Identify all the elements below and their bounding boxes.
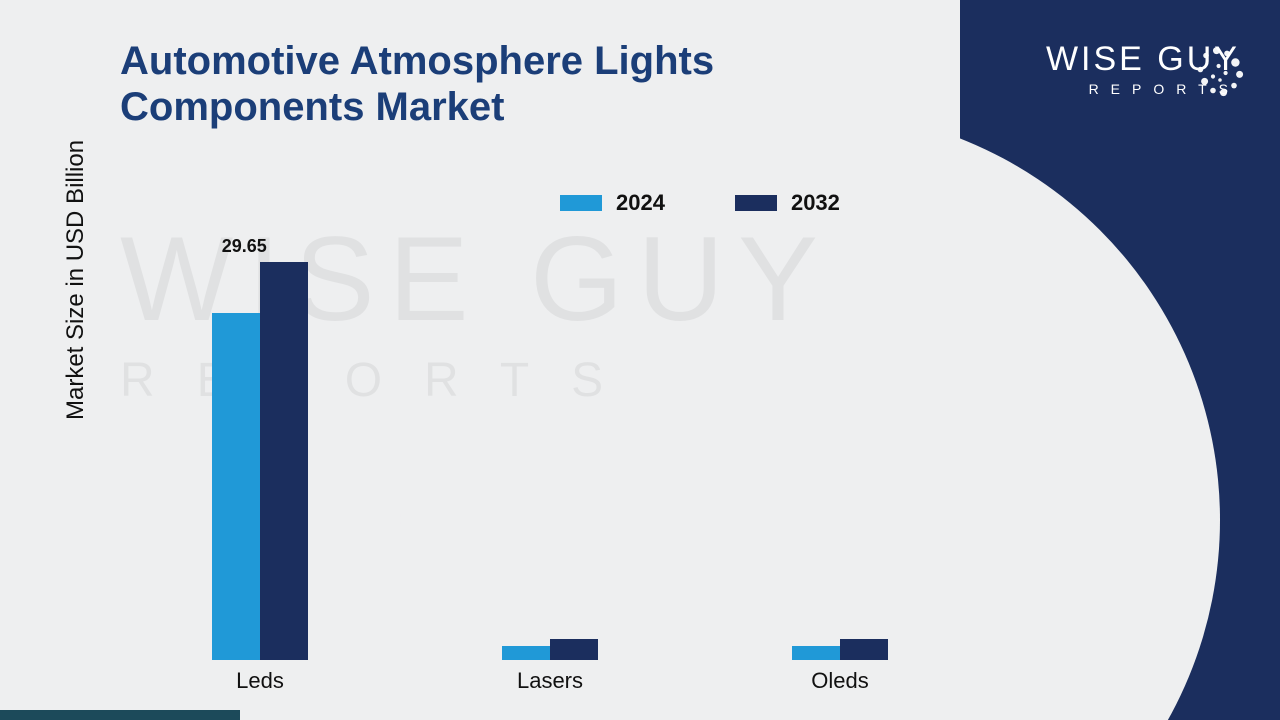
bar-group: Oleds <box>770 639 910 660</box>
category-label: Oleds <box>770 668 910 694</box>
bar-group: 29.65Leds <box>190 262 330 660</box>
bar <box>212 313 260 660</box>
legend: 2024 2032 <box>560 190 840 216</box>
legend-label-2024: 2024 <box>616 190 665 216</box>
bar <box>502 646 550 660</box>
legend-label-2032: 2032 <box>791 190 840 216</box>
category-label: Lasers <box>480 668 620 694</box>
logo-text-top: WISE GUY <box>1046 40 1240 79</box>
bar <box>550 639 598 660</box>
legend-swatch-2024 <box>560 195 602 211</box>
chart-title: Automotive Atmosphere Lights Components … <box>120 38 760 130</box>
bottom-accent-bar <box>0 710 240 720</box>
legend-item-2024: 2024 <box>560 190 665 216</box>
category-label: Leds <box>190 668 330 694</box>
bar-group: Lasers <box>480 639 620 660</box>
y-axis-label: Market Size in USD Billion <box>62 140 90 420</box>
bar <box>260 262 308 660</box>
chart-canvas: WISE GUY REPORTS Automotive Atmosphere L… <box>0 0 1280 720</box>
brand-logo: WISE GUY REPORTS <box>1046 40 1240 97</box>
plot-area: 29.65Leds Lasers Oleds <box>100 250 920 660</box>
legend-item-2032: 2032 <box>735 190 840 216</box>
bar-value-label: 29.65 <box>222 236 267 257</box>
bar <box>840 639 888 660</box>
legend-swatch-2032 <box>735 195 777 211</box>
bar <box>792 646 840 660</box>
logo-text-sub: REPORTS <box>1046 81 1240 97</box>
